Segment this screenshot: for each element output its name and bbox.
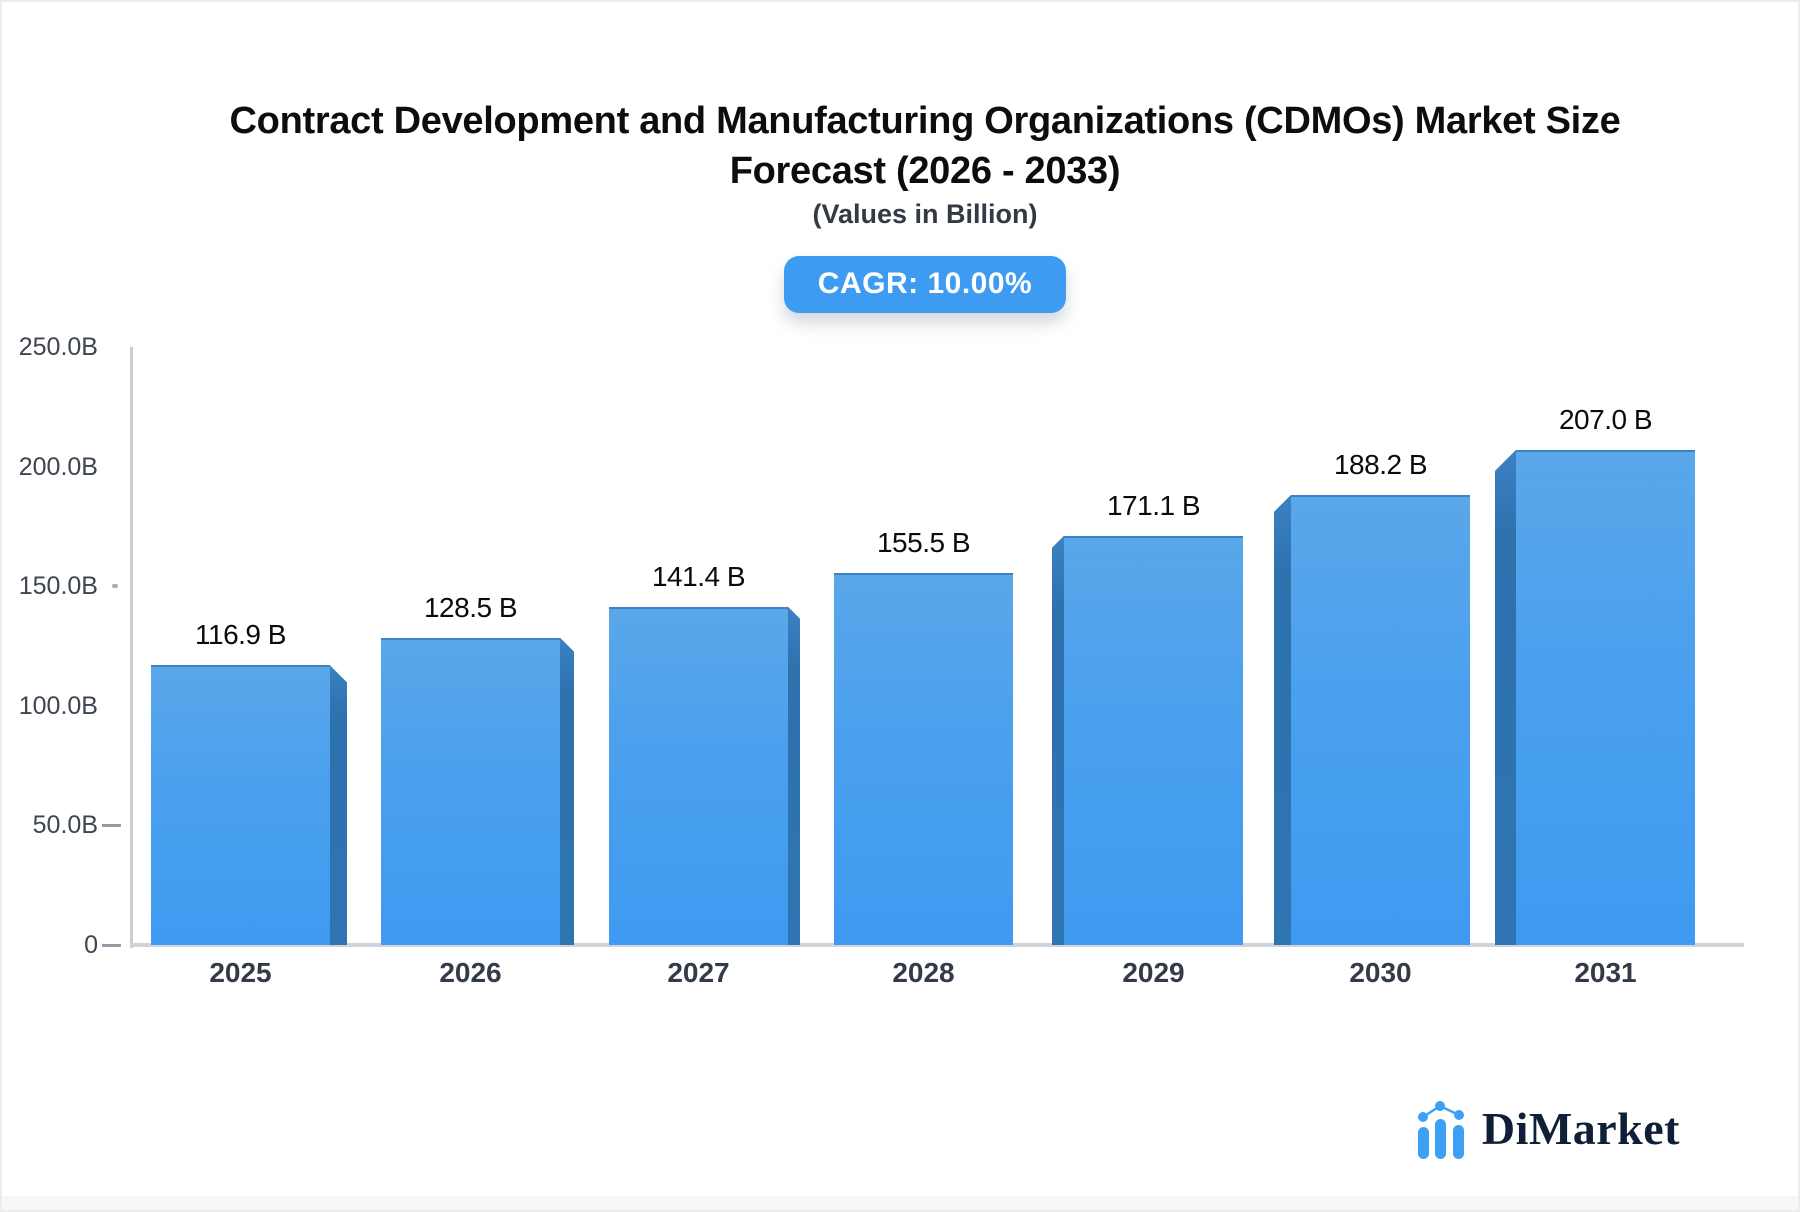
x-axis-label-2025: 2025 (209, 957, 272, 988)
y-tick-mark (102, 944, 121, 947)
x-axis-label-2030: 2030 (1349, 957, 1412, 988)
bar-value-label: 207.0 B (1558, 403, 1653, 435)
bar-side-face (788, 606, 800, 945)
x-axis-label-2027: 2027 (667, 957, 730, 988)
bar-side-face (330, 665, 347, 945)
bar-2027 (609, 606, 788, 945)
bar-value-label: 155.5 B (876, 527, 971, 559)
bar-2030 (1291, 494, 1470, 945)
bar-side-face (1052, 535, 1064, 945)
y-tick-label: 250.0B (18, 333, 98, 361)
x-axis-label-2028: 2028 (892, 957, 955, 988)
chart-title: Contract Development and Manufacturing O… (52, 96, 1798, 196)
y-tick-label: 0 (84, 931, 98, 959)
y-axis-line (130, 347, 133, 948)
y-tick-mark (112, 584, 118, 589)
bar-side-face (560, 637, 574, 945)
y-tick-label: 100.0B (18, 691, 98, 720)
bottom-border-strip (2, 1196, 1798, 1210)
bar-value-label: 171.1 B (1106, 489, 1201, 521)
x-axis-label-2031: 2031 (1574, 957, 1637, 988)
brand-name-text: DiMarket (1481, 1102, 1680, 1154)
bar-value-label: 128.5 B (423, 591, 518, 623)
chart-title-line1: Contract Development and Manufacturing O… (229, 100, 1621, 142)
bar-side-face (1495, 449, 1516, 945)
cagr-badge-row: CAGR: 10.00% (52, 256, 1798, 313)
y-tick-label: 150.0B (18, 572, 98, 601)
cagr-badge: CAGR: 10.00% (783, 256, 1067, 313)
bar-value-label: 141.4 B (651, 560, 746, 592)
bar-2028 (834, 573, 1013, 945)
bar-2026 (381, 637, 560, 945)
x-axis-label-2026: 2026 (439, 957, 502, 988)
brand-logo: DiMarket (1416, 1097, 1680, 1159)
y-tick-label: 50.0B (32, 811, 98, 840)
bar-value-label: 116.9 B (195, 619, 286, 651)
bar-chart-logo-icon (1417, 1101, 1464, 1159)
x-axis-label-2029: 2029 (1122, 957, 1185, 988)
bar-2029 (1064, 535, 1243, 945)
y-tick-label: 200.0B (18, 452, 98, 481)
x-axis-line (130, 943, 1744, 947)
bar-side-face (1274, 494, 1291, 945)
bar-2025 (151, 665, 330, 945)
chart-subtitle: (Values in Billion) (812, 199, 1038, 229)
bar-value-label: 188.2 B (1333, 448, 1428, 480)
chart-title-line2: Forecast (2026 - 2033) (729, 150, 1121, 192)
y-tick-mark (102, 824, 121, 828)
bar-2031 (1516, 449, 1695, 945)
